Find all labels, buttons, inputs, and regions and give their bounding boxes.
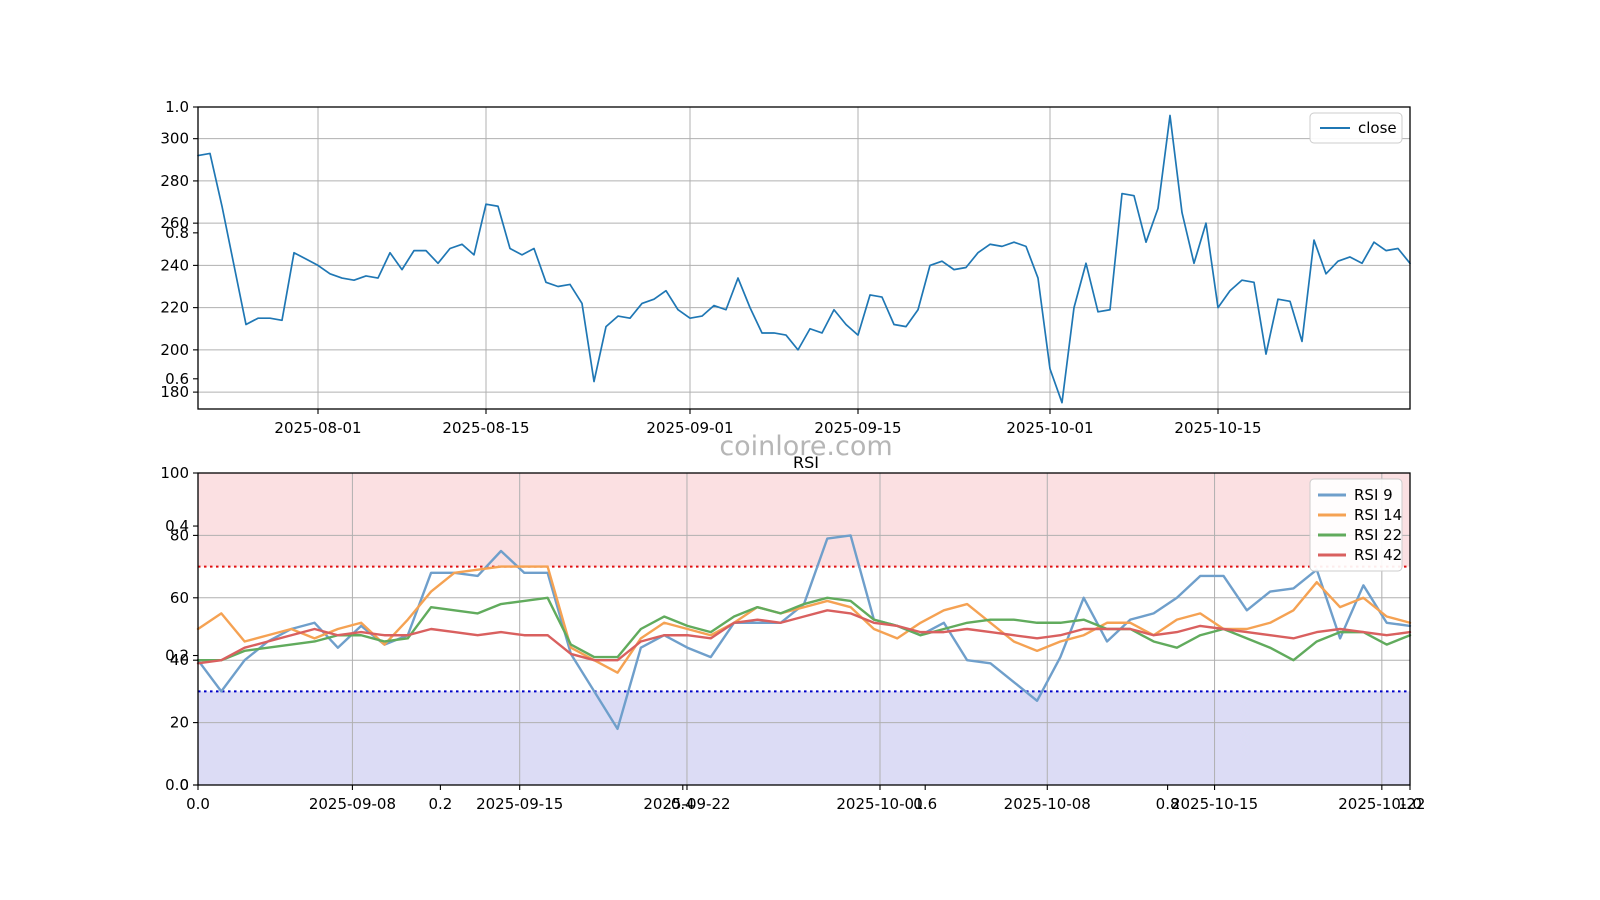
rsi-xtick-norm-label: 0.6 <box>913 795 937 813</box>
rsi-ytick-label: 20 <box>170 714 189 732</box>
rsi-legend-label-rsi-9: RSI 9 <box>1354 486 1393 504</box>
price-ytick-label: 180 <box>160 383 189 401</box>
rsi-xtick-label: 2025-10-08 <box>1004 795 1091 813</box>
rsi-title-label: RSI <box>793 453 819 472</box>
price-xtick-label: 2025-10-01 <box>1006 419 1093 437</box>
rsi-line-rsi-42 <box>196 609 1412 665</box>
rsi-xtick-label: 2025-10-22 <box>1338 795 1425 813</box>
rsi-ytick-label: 0 <box>179 776 189 794</box>
price-ytick-norm-label: 0.8 <box>165 224 189 242</box>
price-ytick-label: 260 <box>160 214 189 232</box>
price-ytick-norm-label: 1.0 <box>165 98 189 116</box>
rsi-xtick-label: 2025-10-15 <box>1171 795 1258 813</box>
rsi-legend-label-rsi-22: RSI 22 <box>1354 526 1402 544</box>
price-xtick-label: 2025-09-15 <box>814 419 901 437</box>
rsi-line-rsi-22 <box>196 596 1412 662</box>
price-ytick-norm-label: 0.6 <box>165 370 189 388</box>
price-xtick-label: 2025-08-15 <box>442 419 529 437</box>
rsi-xtick-label: 2025-09-08 <box>309 795 396 813</box>
price-ytick-label: 300 <box>160 130 189 148</box>
price-close-line <box>197 114 1411 404</box>
rsi-band-overbought <box>198 473 1410 567</box>
price-ytick-label: 240 <box>160 256 189 274</box>
price-ytick-label: 220 <box>160 299 189 317</box>
rsi-ytick-label: 40 <box>170 651 189 669</box>
price-xtick-label: 2025-09-01 <box>646 419 733 437</box>
price-ytick-label: 200 <box>160 341 189 359</box>
rsi-ytick-norm-label: 0.4 <box>165 517 189 535</box>
price-legend-label-close: close <box>1358 119 1397 137</box>
price-xtick-label: 2025-08-01 <box>274 419 361 437</box>
rsi-xtick-label: 2025-09-22 <box>643 795 730 813</box>
rsi-xtick-norm-label: 0.2 <box>428 795 452 813</box>
rsi-ytick-label: 60 <box>170 589 189 607</box>
rsi-legend-label-rsi-42: RSI 42 <box>1354 546 1402 564</box>
rsi-xtick-label: 2025-10-01 <box>836 795 923 813</box>
rsi-ytick-norm-label: 0.0 <box>165 776 189 794</box>
rsi-xtick-norm-label: 1.0 <box>1398 795 1422 813</box>
rsi-panel-frame <box>197 472 1411 786</box>
watermark-label: coinlore.com <box>719 431 892 462</box>
rsi-xtick-norm-label: 0.0 <box>186 795 210 813</box>
price-legend-box <box>1309 112 1403 144</box>
rsi-xtick-norm-label: 0.4 <box>671 795 695 813</box>
rsi-legend-box <box>1309 478 1403 572</box>
rsi-line-rsi-14 <box>196 565 1412 674</box>
price-ytick-label: 280 <box>160 172 189 190</box>
rsi-legend-label-rsi-14: RSI 14 <box>1354 506 1402 524</box>
price-panel-frame <box>197 106 1411 410</box>
rsi-xtick-norm-label: 0.8 <box>1156 795 1180 813</box>
rsi-xtick-label: 2025-09-15 <box>476 795 563 813</box>
rsi-ytick-label: 80 <box>170 526 189 544</box>
price-xtick-label: 2025-10-15 <box>1174 419 1261 437</box>
rsi-ytick-norm-label: 0.2 <box>165 647 189 665</box>
rsi-band-oversold <box>198 691 1410 785</box>
rsi-ytick-label: 100 <box>160 464 189 482</box>
